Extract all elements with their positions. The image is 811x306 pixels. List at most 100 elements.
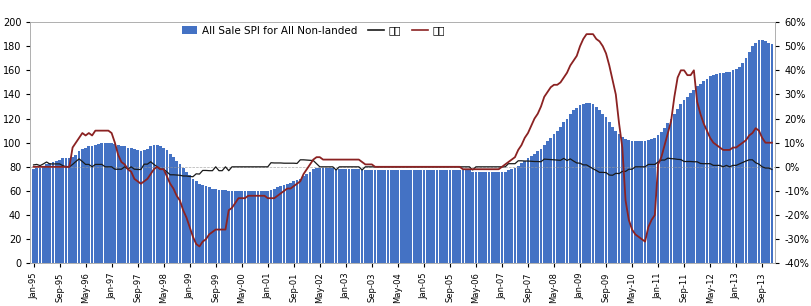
Bar [530,156,532,263]
Bar [65,159,67,263]
Bar [441,170,444,263]
Bar [533,154,535,263]
Bar [633,141,636,263]
Bar [643,141,646,263]
Bar [75,155,77,263]
Bar [744,58,746,263]
Bar [234,191,236,263]
Bar [350,169,354,263]
Bar [493,172,496,263]
Bar [714,74,717,263]
Bar [224,190,226,263]
Bar [607,122,610,263]
Bar [406,170,409,263]
Bar [480,172,483,263]
Bar [428,170,431,263]
Bar [305,174,308,263]
Bar [448,170,451,263]
Bar [182,168,184,263]
Bar [646,140,649,263]
Bar [221,190,223,263]
Bar [195,181,197,263]
Bar [425,170,428,263]
Bar [565,118,568,263]
Bar [640,141,642,263]
Bar [757,40,759,263]
Bar [32,169,35,263]
Bar [470,172,474,263]
Bar [162,147,165,263]
Bar [663,128,665,263]
Bar [523,161,526,263]
Bar [123,146,126,263]
Bar [614,131,616,263]
Bar [269,190,272,263]
Bar [289,182,291,263]
Bar [740,63,743,263]
Bar [127,147,129,263]
Bar [487,172,490,263]
Bar [438,170,441,263]
Bar [513,168,516,263]
Bar [133,149,135,263]
Bar [520,163,522,263]
Bar [308,172,311,263]
Bar [454,170,457,263]
Bar [766,43,769,263]
Bar [689,93,691,263]
Bar [536,151,539,263]
Bar [412,170,415,263]
Bar [88,146,90,263]
Bar [214,188,217,263]
Bar [101,143,103,263]
Bar [474,172,477,263]
Bar [415,170,418,263]
Bar [357,169,360,263]
Bar [311,169,315,263]
Bar [750,46,753,263]
Bar [659,132,662,263]
Bar [237,191,239,263]
Bar [165,150,168,263]
Bar [552,134,555,263]
Bar [55,161,58,263]
Bar [298,179,302,263]
Bar [373,170,376,263]
Bar [36,168,38,263]
Bar [500,172,503,263]
Bar [685,97,688,263]
Bar [279,186,281,263]
Bar [503,172,506,263]
Bar [682,100,684,263]
Bar [71,157,74,263]
Bar [653,138,655,263]
Bar [435,170,438,263]
Bar [227,191,230,263]
Bar [240,191,242,263]
Bar [117,145,119,263]
Bar [444,170,448,263]
Bar [666,123,668,263]
Bar [198,184,200,263]
Bar [770,44,772,263]
Bar [159,146,161,263]
Bar [81,149,84,263]
Bar [418,170,422,263]
Bar [477,172,480,263]
Bar [695,86,697,263]
Bar [669,118,672,263]
Bar [354,169,357,263]
Bar [409,170,412,263]
Bar [575,108,577,263]
Bar [104,143,106,263]
Bar [376,170,380,263]
Bar [169,154,171,263]
Bar [68,159,71,263]
Legend: All Sale SPI for All Non-landed, 环比, 同比: All Sale SPI for All Non-landed, 环比, 同比 [178,22,448,39]
Bar [763,41,766,263]
Bar [549,138,551,263]
Bar [483,172,487,263]
Bar [546,141,548,263]
Bar [178,164,181,263]
Bar [467,170,470,263]
